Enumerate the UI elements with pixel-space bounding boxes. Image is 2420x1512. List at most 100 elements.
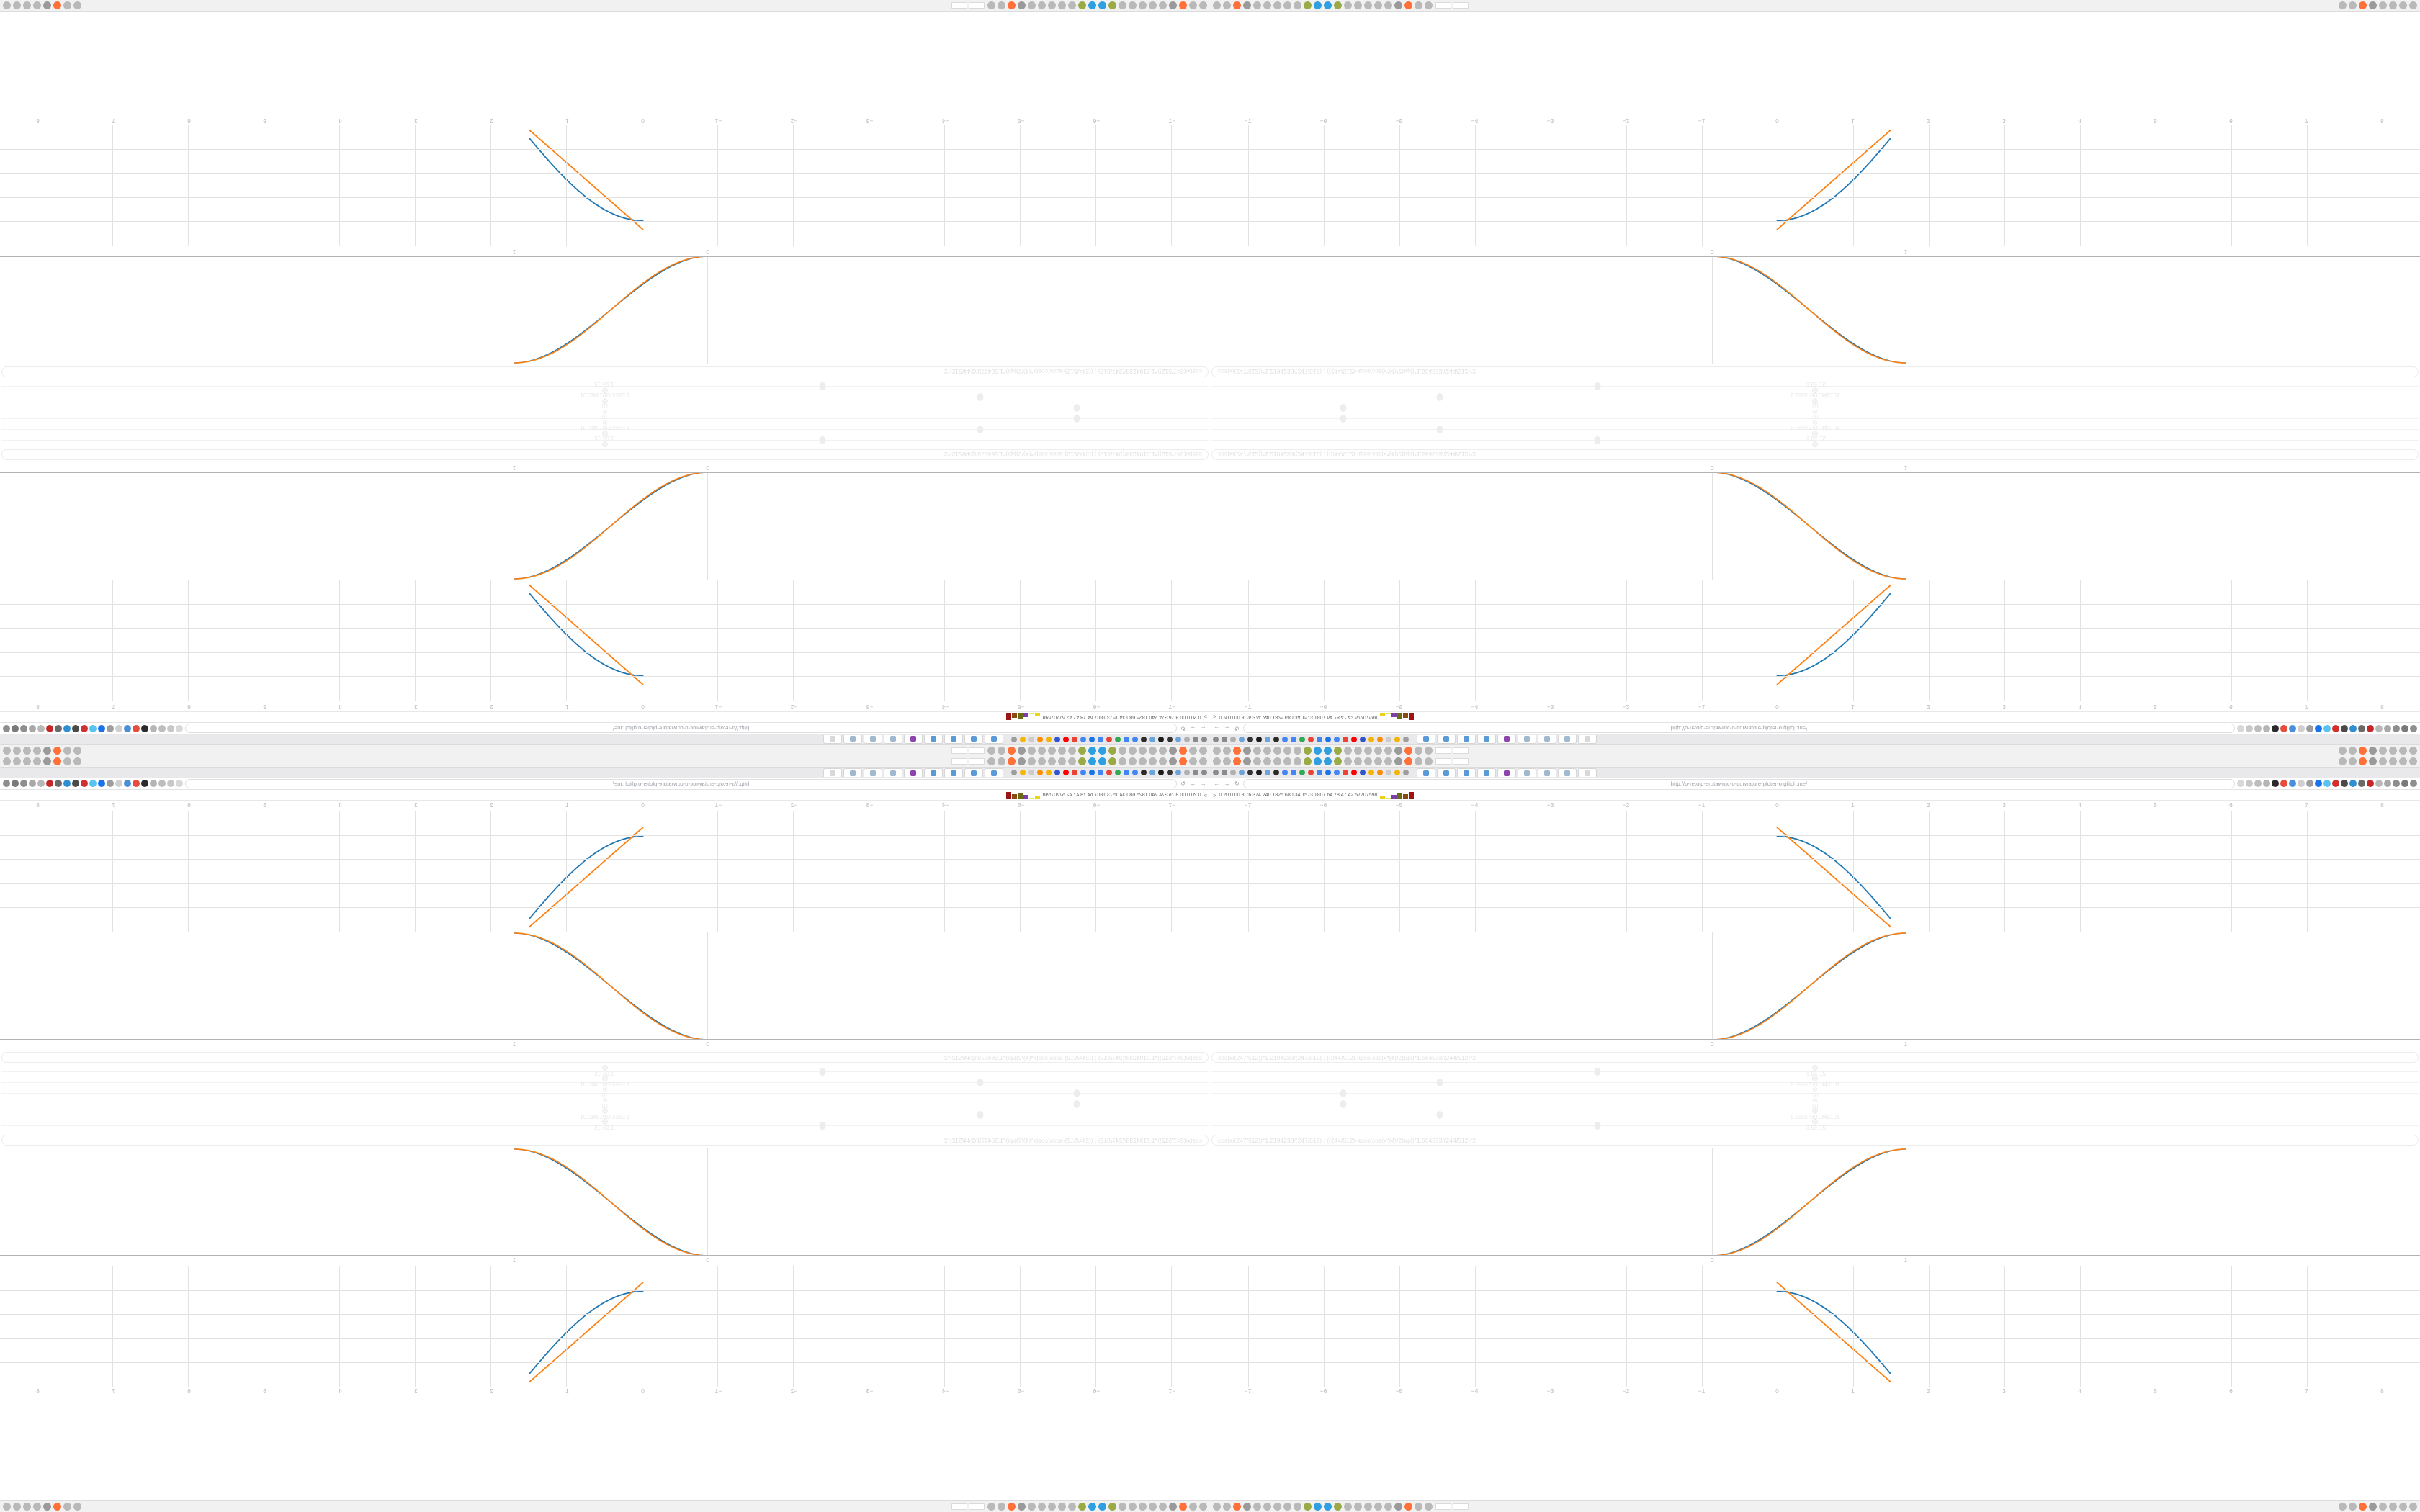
address-bar[interactable]: http://o-retolp-erutawruc-o-curwature-pl… (185, 724, 1177, 734)
task-olive-1[interactable] (1304, 1503, 1312, 1511)
slider-row[interactable]: -1.9e-15 ⨁ (1210, 381, 2420, 394)
favicon-droplet[interactable] (1325, 770, 1331, 775)
ext-pointer[interactable] (20, 780, 27, 787)
slider-thumb[interactable] (1340, 404, 1347, 412)
ext-shield-grey[interactable] (37, 780, 45, 787)
ext-translate[interactable] (2237, 780, 2244, 787)
ext-capsule[interactable] (2298, 725, 2305, 732)
ext-gear-outline[interactable] (3, 725, 10, 732)
slider-thumb[interactable] (1436, 393, 1443, 401)
tab-calc-1[interactable] (1417, 768, 1435, 777)
slider-thumb[interactable] (1594, 382, 1601, 390)
favicon-yandex[interactable] (1351, 737, 1357, 742)
slider-control-icon[interactable]: ⨁ (602, 1064, 608, 1071)
favicon-cc[interactable] (1386, 770, 1392, 775)
task-gear-1[interactable] (1223, 747, 1231, 755)
task-globe-2[interactable] (33, 747, 41, 755)
taskbar-windows[interactable] (1435, 758, 1469, 765)
ext-gear-outline[interactable] (2410, 725, 2417, 732)
task-firefox-1[interactable] (1179, 757, 1187, 765)
task-moon-2[interactable] (1273, 1, 1281, 9)
task-brush[interactable] (43, 1, 51, 9)
task-globe-2[interactable] (2379, 747, 2387, 755)
taskbar-window-item[interactable] (1453, 747, 1469, 754)
favicon-google-1[interactable] (1124, 737, 1129, 742)
slider-thumb[interactable] (977, 1079, 984, 1086)
task-firefox-1[interactable] (1179, 1, 1187, 9)
address-bar[interactable]: http://o-retolp-erutawruc-o-curwature-pl… (1243, 724, 2235, 734)
tab-doc-3[interactable] (843, 768, 862, 777)
task-drop-1[interactable] (1098, 1, 1106, 9)
favicon-wikipedia[interactable] (1167, 770, 1173, 775)
ext-rainbow[interactable] (133, 780, 140, 787)
taskbar-window-item[interactable] (1435, 1503, 1451, 1510)
favicon-physics[interactable] (1256, 770, 1262, 775)
forward-button[interactable]: → (1224, 780, 1230, 787)
extension-toolbar[interactable] (2237, 780, 2417, 787)
task-gear-1[interactable] (63, 757, 71, 765)
slider-control-icon[interactable]: ◎ (602, 1086, 608, 1092)
favicon-google-3[interactable] (1317, 770, 1322, 775)
task-pointer[interactable] (1394, 747, 1402, 755)
task-moon-2[interactable] (2399, 1503, 2407, 1511)
task-globe-2[interactable] (33, 1, 41, 9)
favicon-physics[interactable] (1256, 737, 1262, 742)
task-pointer[interactable] (1394, 757, 1402, 765)
formula-input-2[interactable]: cos(x/(247/512))*1.2194238/(247/512) ; (… (1, 1135, 1209, 1146)
task-drop-2[interactable] (1324, 1, 1332, 9)
task-drop-2[interactable] (1088, 1503, 1096, 1511)
tab-calc-3[interactable] (944, 735, 963, 744)
ext-building[interactable] (2341, 780, 2348, 787)
ext-red-circle[interactable] (2332, 725, 2339, 732)
favicon-droplet[interactable] (1325, 737, 1331, 742)
favicon-google-4[interactable] (1334, 770, 1340, 775)
favicon-google-4[interactable] (1080, 770, 1086, 775)
slider-thumb[interactable] (1340, 1100, 1347, 1108)
parameter-sliders[interactable]: -1.9e-15 ⨁ 1.51557301843101 ⨁ 10 ◎ 10 ◎ 1.515573… (0, 379, 1210, 448)
bookmarks-overflow-icon[interactable]: » (1213, 714, 1216, 721)
bookmarks-bar[interactable]: » 0.20 0.00 8.76 374 240 1825 680 34 157… (1210, 790, 2420, 801)
ext-network[interactable] (2349, 725, 2357, 732)
ext-notebook[interactable] (124, 725, 131, 732)
task-moon-1[interactable] (1263, 1503, 1271, 1511)
task-moon-1[interactable] (1149, 1, 1157, 9)
taskbar-tray-right-2[interactable] (2336, 1, 2420, 9)
task-olive-1[interactable] (1108, 747, 1116, 755)
taskbar-windows[interactable] (1435, 747, 1469, 754)
ext-pointer[interactable] (2393, 780, 2400, 787)
ext-globe[interactable] (2384, 780, 2391, 787)
ext-globe[interactable] (29, 725, 36, 732)
task-globe-1[interactable] (1213, 1503, 1221, 1511)
tab-owl[interactable] (904, 768, 923, 777)
task-brush[interactable] (1169, 1503, 1177, 1511)
task-globe-6[interactable] (1354, 1, 1362, 9)
browser-toolbar[interactable]: ← → ↻ http://o-retolp-erutawruc-o-curwat… (0, 778, 1210, 790)
browser-toolbar[interactable]: ← → ↻ http://o-retolp-erutawruc-o-curwat… (1210, 722, 2420, 734)
task-drop-2[interactable] (1324, 747, 1332, 755)
formula-input[interactable]: cos(x/(247/512))*1.2194238/(247/512) ; (… (1211, 1052, 2419, 1063)
favicon-physics[interactable] (1158, 770, 1164, 775)
ext-arch-blue[interactable] (2323, 725, 2331, 732)
task-globe-7[interactable] (1384, 757, 1392, 765)
ext-shield-grey[interactable] (2375, 725, 2383, 732)
task-globe-3[interactable] (2409, 757, 2417, 765)
task-globe-1[interactable] (2339, 747, 2347, 755)
task-globe-7[interactable] (1384, 1, 1392, 9)
task-moon-3[interactable] (1048, 747, 1056, 755)
task-drop-2[interactable] (1324, 1503, 1332, 1511)
slider-control-icon[interactable]: ⨁ (1812, 441, 1818, 448)
task-globe-1[interactable] (73, 1, 81, 9)
task-moon-3[interactable] (1048, 1, 1056, 9)
favicon-google-1[interactable] (1291, 770, 1296, 775)
tab-calc-1[interactable] (985, 768, 1003, 777)
ext-star[interactable] (167, 780, 174, 787)
task-gear-2[interactable] (1415, 1503, 1422, 1511)
task-pointer[interactable] (1394, 1503, 1402, 1511)
reload-button[interactable]: ↻ (1180, 725, 1186, 732)
slider-control-icon[interactable]: ⨁ (1812, 387, 1818, 394)
favicon-sun-orange[interactable] (1037, 737, 1043, 742)
favicon-google-2[interactable] (1115, 770, 1121, 775)
task-brush[interactable] (1169, 757, 1177, 765)
ext-rainbow[interactable] (2280, 725, 2287, 732)
ext-refresh[interactable] (150, 725, 157, 732)
